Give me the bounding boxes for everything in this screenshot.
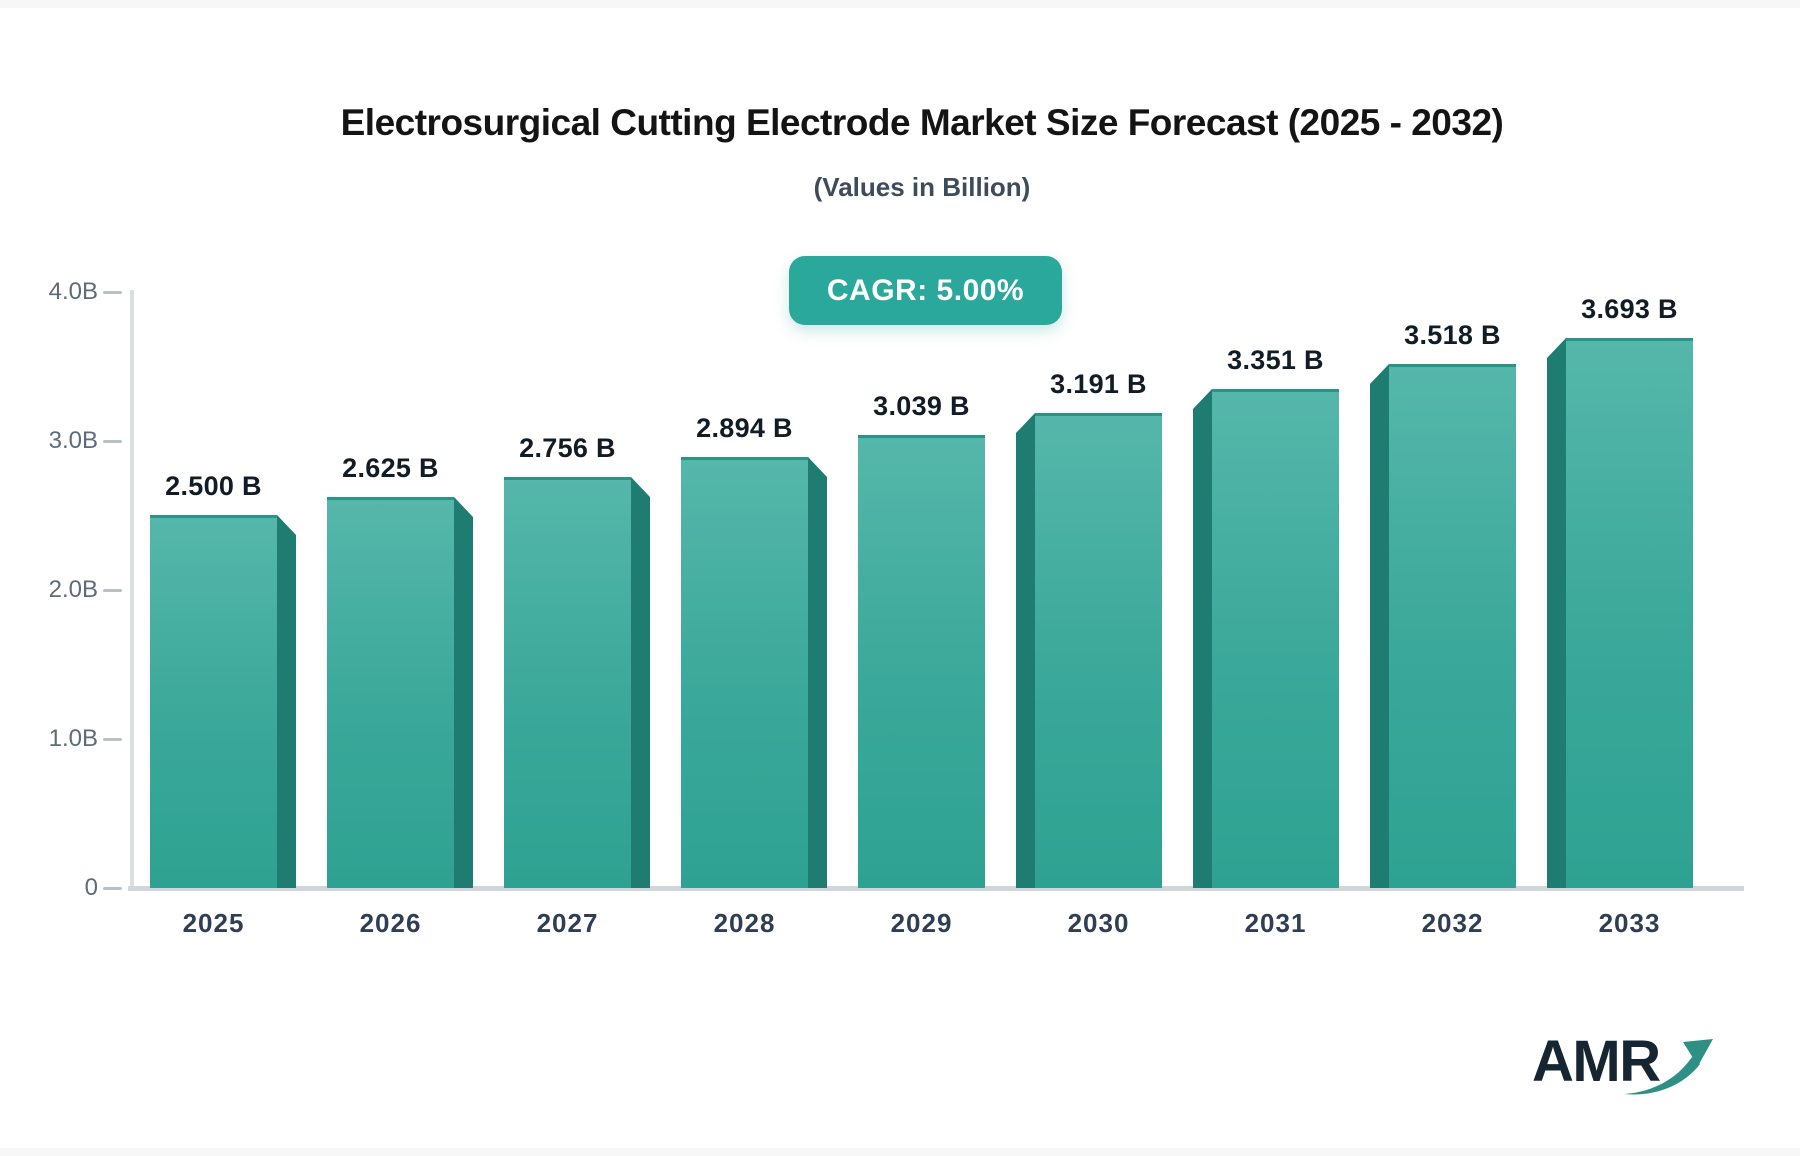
bar-3d-side-face	[1370, 364, 1389, 888]
x-axis-baseline	[128, 886, 1744, 891]
bar-value-label: 3.351 B	[1227, 345, 1324, 375]
bar-3d-side-face	[1547, 338, 1566, 888]
chart-title: Electrosurgical Cutting Electrode Market…	[340, 102, 1504, 143]
bar-3d-side-face	[631, 477, 650, 888]
amr-logo-text: AMR	[1532, 1029, 1661, 1094]
x-axis-category-label: 2029	[890, 908, 953, 938]
bar-2032[interactable]	[1389, 364, 1516, 888]
x-axis-category-label: 2026	[359, 908, 422, 938]
bar-2025[interactable]	[150, 515, 277, 888]
y-axis-tick-mark	[103, 440, 122, 443]
y-axis-tick-mark	[103, 738, 122, 741]
page-frame-top	[0, 0, 1800, 8]
x-axis-category-label: 2025	[182, 908, 245, 938]
y-axis-tick-mark	[103, 291, 122, 294]
bar-3d-side-face	[1016, 413, 1035, 888]
bar-2028[interactable]	[681, 457, 808, 888]
cagr-badge: CAGR: 5.00%	[789, 256, 1062, 325]
y-axis-tick-mark	[103, 887, 122, 890]
bar-value-label: 3.518 B	[1404, 320, 1501, 350]
chart-subtitle: (Values in Billion)	[813, 172, 1031, 202]
bar-value-label: 3.693 B	[1581, 294, 1678, 324]
x-axis-category-label: 2030	[1067, 908, 1130, 938]
bar-value-label: 2.625 B	[342, 453, 439, 483]
y-axis-tick-mark	[103, 589, 122, 592]
bar-value-label: 2.894 B	[696, 413, 793, 443]
y-axis-line	[130, 290, 134, 891]
cagr-badge-label: CAGR: 5.00%	[826, 273, 1025, 307]
bar-value-label: 3.191 B	[1050, 369, 1147, 399]
y-axis-tick-label: 3.0B	[48, 427, 98, 454]
amr-logo: AMR	[1532, 1028, 1722, 1108]
x-axis-category-label: 2027	[536, 908, 599, 938]
x-axis-category-label: 2028	[713, 908, 776, 938]
trend-up-arrow-icon	[1624, 1039, 1713, 1095]
bar-3d-side-face	[1193, 389, 1212, 888]
bar-3d-side-face	[454, 497, 473, 888]
bar-2026[interactable]	[327, 497, 454, 888]
bar-2031[interactable]	[1212, 389, 1339, 888]
bar-value-label: 2.500 B	[165, 471, 262, 501]
page-frame-bottom	[0, 1148, 1800, 1156]
bar-2030[interactable]	[1035, 413, 1162, 888]
x-axis-category-label: 2033	[1598, 908, 1661, 938]
bar-3d-side-face	[808, 457, 827, 888]
bar-2029[interactable]	[858, 435, 985, 888]
y-axis-tick-label: 4.0B	[48, 278, 98, 305]
bar-3d-side-face	[277, 515, 296, 888]
bar-2027[interactable]	[504, 477, 631, 888]
bar-value-label: 3.039 B	[873, 391, 970, 421]
x-axis-category-label: 2032	[1421, 908, 1484, 938]
x-axis-category-label: 2031	[1244, 908, 1307, 938]
y-axis-tick-label: 2.0B	[48, 576, 98, 603]
bar-2033[interactable]	[1566, 338, 1693, 888]
y-axis-tick-label: 0	[84, 874, 98, 901]
y-axis-tick-label: 1.0B	[48, 725, 98, 752]
bar-value-label: 2.756 B	[519, 433, 616, 463]
